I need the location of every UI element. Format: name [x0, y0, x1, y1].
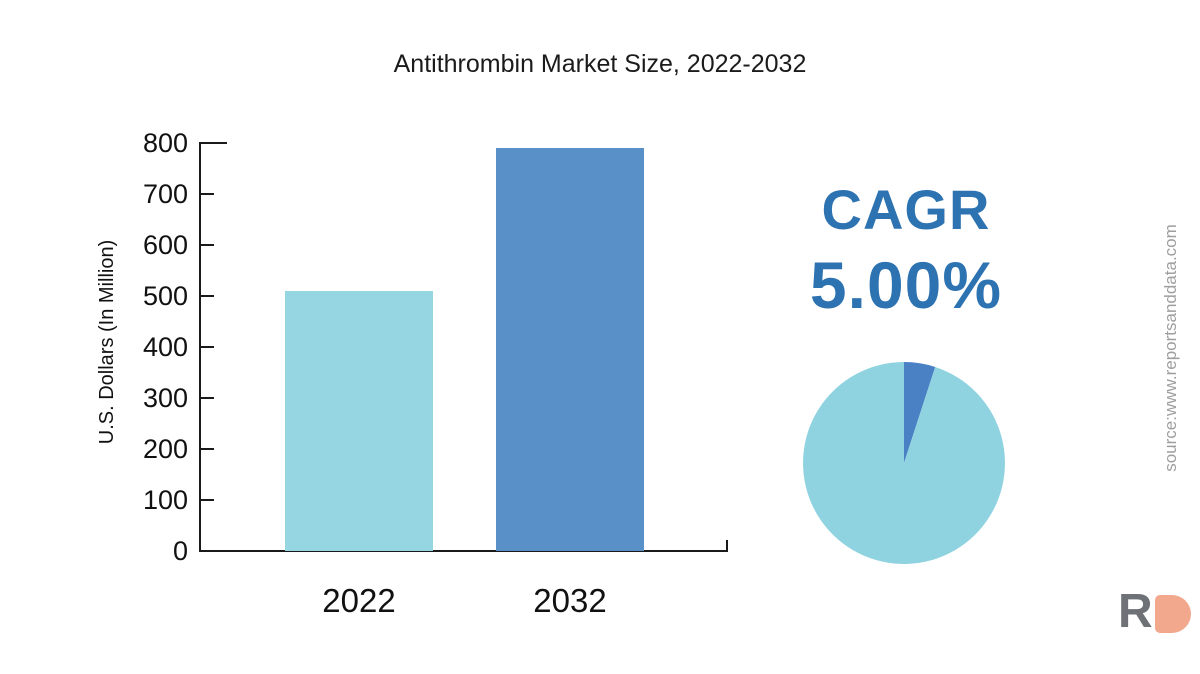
bar-2022	[285, 290, 433, 551]
y-tick-mark	[201, 142, 227, 144]
y-tick-mark	[201, 193, 214, 195]
x-tick-label: 2032	[533, 582, 607, 619]
y-tick-label: 500	[142, 281, 188, 311]
y-tick-label: 400	[142, 332, 188, 362]
x-axis-line	[199, 550, 728, 552]
y-axis-line	[199, 142, 201, 552]
logo-letter-d-shape	[1154, 595, 1191, 633]
brand-logo: R	[1118, 588, 1191, 636]
y-tick-mark	[201, 244, 214, 246]
y-tick-label: 600	[142, 230, 188, 260]
cagr-value: 5.00%	[809, 248, 1003, 322]
chart-title: Antithrombin Market Size, 2022-2032	[393, 50, 807, 78]
y-tick-mark	[201, 397, 214, 399]
y-tick-mark	[201, 448, 214, 450]
y-tick-mark	[201, 295, 214, 297]
pie-slice	[904, 362, 936, 463]
x-axis-end-tick	[726, 540, 728, 551]
y-tick-mark	[201, 499, 214, 501]
pie-chart	[803, 362, 1005, 564]
source-attribution: source:www.reportsanddata.com	[1161, 224, 1180, 472]
y-tick-mark	[201, 346, 214, 348]
cagr-block: CAGR 5.00%	[706, 178, 1106, 322]
y-tick-label: 700	[142, 179, 188, 209]
y-tick-label: 100	[142, 485, 188, 515]
bar-2032	[496, 148, 644, 551]
pie-slice	[803, 362, 1005, 564]
y-tick-label: 0	[172, 536, 188, 566]
y-tick-label: 800	[142, 128, 188, 158]
cagr-label: CAGR	[821, 178, 991, 241]
y-tick-label: 300	[142, 383, 188, 413]
y-tick-mark	[201, 550, 214, 552]
y-tick-label: 200	[142, 434, 188, 464]
logo-letter-r: R	[1118, 585, 1153, 638]
x-tick-label: 2022	[322, 582, 396, 619]
